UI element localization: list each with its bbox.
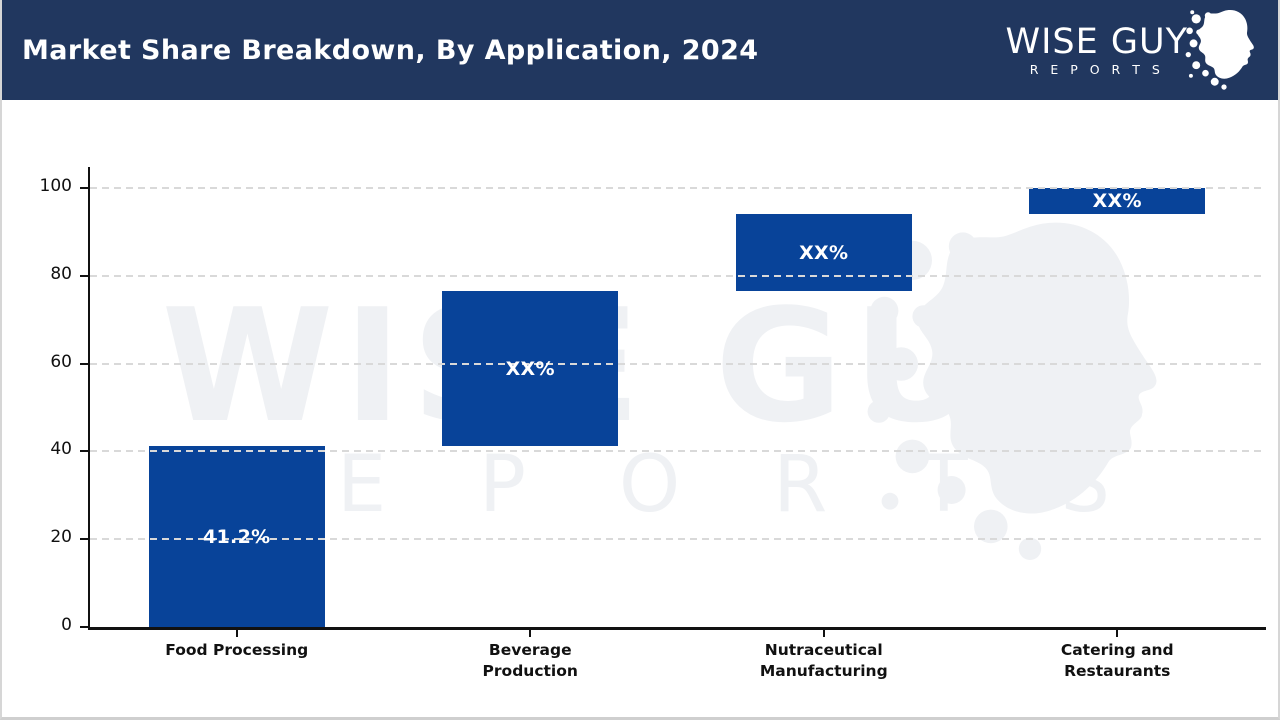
grid-line xyxy=(90,538,1264,541)
x-label-line: Food Processing xyxy=(165,641,309,659)
x-axis-category-label: Catering and Restaurants xyxy=(987,640,1247,682)
bar xyxy=(148,446,325,627)
x-label-line: Nutraceutical xyxy=(764,641,883,659)
x-label-line: Production xyxy=(482,662,578,680)
bar xyxy=(735,213,912,292)
grid-line xyxy=(90,450,1264,453)
y-axis-tick-label: 60 xyxy=(50,351,72,372)
x-axis-tick xyxy=(822,630,825,637)
x-axis-category-label: Nutraceutical Manufacturing xyxy=(694,640,954,682)
bar xyxy=(442,291,619,447)
x-label-line: Manufacturing xyxy=(759,662,888,680)
x-axis-tick xyxy=(1116,630,1119,637)
chart-title: Market Share Breakdown, By Application, … xyxy=(22,34,759,66)
bar-value-label: 41.2% xyxy=(203,525,271,548)
x-axis-tick xyxy=(235,630,238,637)
header: Market Share Breakdown, By Application, … xyxy=(2,0,1278,100)
brand-logo: WISE GUY R E P O R T S xyxy=(1005,7,1264,93)
x-axis-tick xyxy=(529,630,532,637)
y-axis-tick xyxy=(80,450,89,453)
brand-face-icon xyxy=(1185,9,1254,90)
y-axis-tick-label: 100 xyxy=(39,176,72,196)
bar-value-label: XX% xyxy=(505,357,555,380)
y-axis-line xyxy=(88,167,90,629)
bar xyxy=(1029,188,1206,214)
y-axis-tick xyxy=(80,187,89,189)
bar-value-label: XX% xyxy=(799,241,849,264)
bar-value-label: XX% xyxy=(1092,189,1142,212)
x-axis-category-label: Food Processing xyxy=(107,640,367,661)
brand-name: WISE GUY xyxy=(1005,22,1188,62)
grid-line xyxy=(90,362,1264,365)
x-label-line: Restaurants xyxy=(1064,662,1171,680)
y-axis-tick xyxy=(80,274,89,277)
x-label-line: Catering and xyxy=(1060,641,1174,659)
brand-tagline: R E P O R T S xyxy=(1029,62,1164,77)
y-axis-tick xyxy=(80,362,89,365)
x-axis-category-label: Beverage Production xyxy=(400,640,660,682)
y-axis-tick xyxy=(80,538,89,541)
watermark-face-icon xyxy=(867,222,1157,560)
brand-logo-text: WISE GUY R E P O R T S xyxy=(1005,23,1188,77)
x-axis-line xyxy=(88,627,1266,630)
y-axis-tick-label: 20 xyxy=(50,527,72,548)
grid-line xyxy=(90,187,1264,189)
y-axis-tick-label: 40 xyxy=(50,439,72,460)
x-label-line: Beverage xyxy=(488,641,572,659)
grid-line xyxy=(90,274,1264,277)
y-axis-tick-label: 80 xyxy=(50,263,72,284)
y-axis-tick-label: 0 xyxy=(61,615,72,635)
y-axis-tick xyxy=(80,626,89,628)
